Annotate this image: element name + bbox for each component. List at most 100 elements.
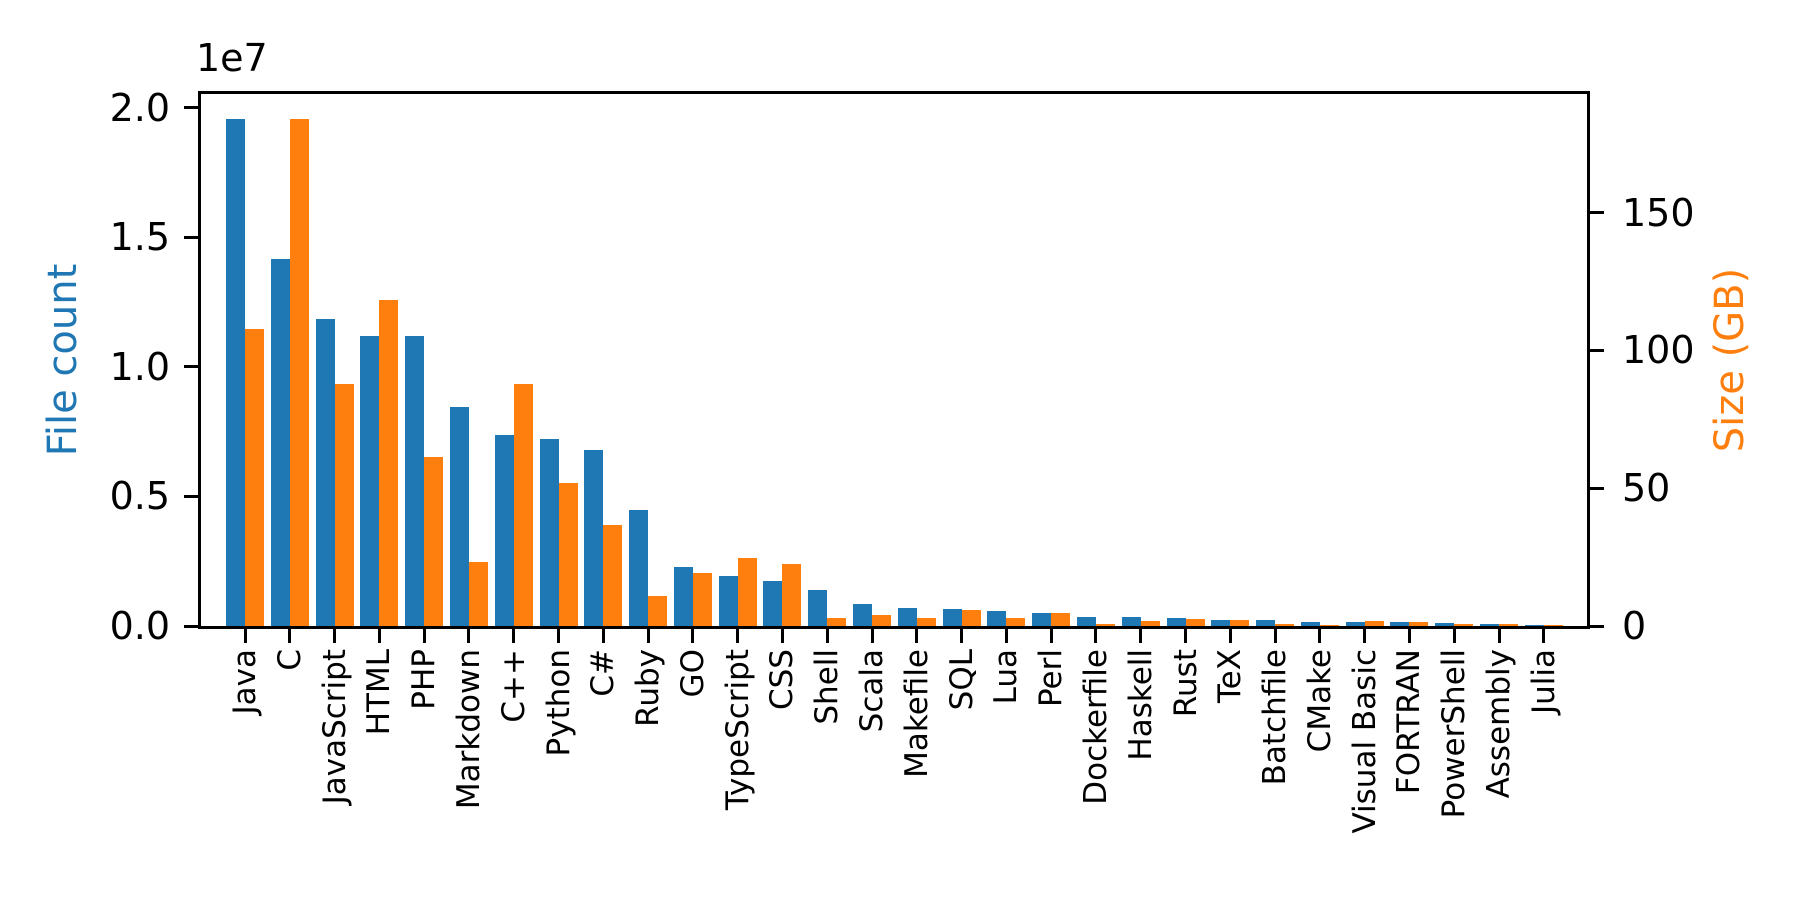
bar-size xyxy=(737,558,757,626)
bar-size xyxy=(1454,624,1474,626)
bar-file-count xyxy=(1256,619,1276,626)
x-tick xyxy=(870,629,874,643)
x-tick-label-text: Python xyxy=(540,649,577,757)
bar-size xyxy=(1364,620,1384,626)
y-tick-left xyxy=(184,106,198,110)
bar-file-count xyxy=(1345,622,1365,626)
y-tick-left xyxy=(184,365,198,369)
x-tick-label-text: TeX xyxy=(1212,649,1249,703)
y-tick-label-left: 1.0 xyxy=(109,344,170,389)
x-tick-label-text: HTML xyxy=(361,649,398,736)
bar-file-count xyxy=(808,590,828,626)
x-tick-label-text: Markdown xyxy=(450,649,487,810)
y-tick-left xyxy=(184,624,198,628)
y-tick-label-right: 100 xyxy=(1622,328,1695,373)
bar-file-count xyxy=(270,259,290,626)
x-tick-label-text: CSS xyxy=(764,649,801,711)
x-tick xyxy=(825,629,829,643)
bar-file-count xyxy=(673,567,693,626)
x-tick xyxy=(691,629,695,643)
y-tick-right xyxy=(1590,486,1604,490)
x-tick xyxy=(1184,629,1187,643)
x-tick xyxy=(601,629,605,643)
bar-file-count xyxy=(1480,623,1499,626)
bar-file-count xyxy=(763,581,783,626)
y-tick-right xyxy=(1590,348,1604,352)
bar-file-count xyxy=(315,319,335,626)
bar-size xyxy=(603,524,623,626)
x-tick-label-text: Dockerfile xyxy=(1077,649,1114,805)
x-tick-label-text: Lua xyxy=(988,649,1025,705)
bar-size xyxy=(872,615,891,626)
x-tick xyxy=(1139,629,1143,643)
bar-size xyxy=(468,562,488,626)
bar-file-count xyxy=(1032,613,1052,626)
bar-size xyxy=(379,300,399,626)
x-tick-label-text: Shell xyxy=(809,649,846,725)
bar-size xyxy=(1185,618,1205,626)
x-tick xyxy=(1363,629,1367,643)
bar-size xyxy=(1140,620,1160,626)
x-tick-label-text: Java xyxy=(227,649,263,715)
bar-size xyxy=(245,329,264,626)
bar-size xyxy=(289,119,309,626)
y-tick-label-left: 2.0 xyxy=(109,85,170,130)
y-tick-label-right: 50 xyxy=(1622,466,1671,511)
bar-file-count xyxy=(942,609,962,626)
y-tick-label-left: 0.0 xyxy=(109,604,170,648)
y-tick-left xyxy=(184,235,198,239)
x-tick xyxy=(1004,629,1008,643)
y-tick-left xyxy=(184,494,198,498)
bar-file-count xyxy=(853,604,872,626)
x-tick-label-text: Perl xyxy=(1033,649,1070,708)
bar-file-count xyxy=(1390,622,1410,626)
x-tick xyxy=(377,629,381,643)
x-tick xyxy=(333,629,337,643)
bar-size xyxy=(1095,624,1115,626)
x-tick xyxy=(736,629,740,643)
x-tick-label-text: Batchfile xyxy=(1257,649,1294,786)
x-tick-label-text: C xyxy=(271,649,308,671)
x-tick-label-text: PowerShell xyxy=(1436,649,1473,819)
x-tick-label-text: Rust xyxy=(1167,649,1204,718)
x-tick xyxy=(1497,629,1501,643)
bar-size xyxy=(558,482,578,626)
x-tick xyxy=(1094,629,1098,643)
bar-size xyxy=(1319,624,1339,626)
bar-file-count xyxy=(539,438,559,626)
bar-file-count xyxy=(449,406,469,626)
bar-file-count xyxy=(360,336,380,626)
bar-size xyxy=(961,610,981,626)
bar-size xyxy=(692,572,712,626)
bar-size xyxy=(1543,625,1563,626)
bar-size xyxy=(916,618,936,626)
bar-size xyxy=(1499,623,1518,626)
bar-size xyxy=(782,563,802,626)
x-tick xyxy=(1407,629,1411,643)
bar-file-count xyxy=(897,608,917,626)
y-tick-label-left: 1.5 xyxy=(109,215,170,260)
y-tick-label-right: 150 xyxy=(1622,190,1695,235)
y-tick-right xyxy=(1590,624,1604,628)
x-tick-label-text: C++ xyxy=(495,649,532,723)
x-tick xyxy=(1273,629,1277,643)
x-tick xyxy=(243,629,247,643)
bar-file-count xyxy=(226,119,245,626)
x-tick-label-text: Ruby xyxy=(630,649,667,727)
y-tick-right xyxy=(1590,211,1604,215)
x-tick-label-text: Scala xyxy=(854,649,890,733)
bar-file-count xyxy=(494,434,514,626)
bar-size xyxy=(1230,620,1250,626)
x-tick-label-text: SQL xyxy=(943,649,980,711)
x-tick xyxy=(422,629,426,643)
x-tick-label-text: C# xyxy=(585,649,622,697)
x-tick-label-text: CMake xyxy=(1301,649,1338,753)
bar-size xyxy=(513,384,533,626)
bar-size xyxy=(334,383,354,626)
x-tick xyxy=(915,629,919,643)
x-tick-label-text: FORTRAN xyxy=(1391,649,1428,795)
x-tick xyxy=(1228,629,1232,643)
bar-file-count xyxy=(1076,616,1096,626)
bar-size xyxy=(424,456,444,626)
